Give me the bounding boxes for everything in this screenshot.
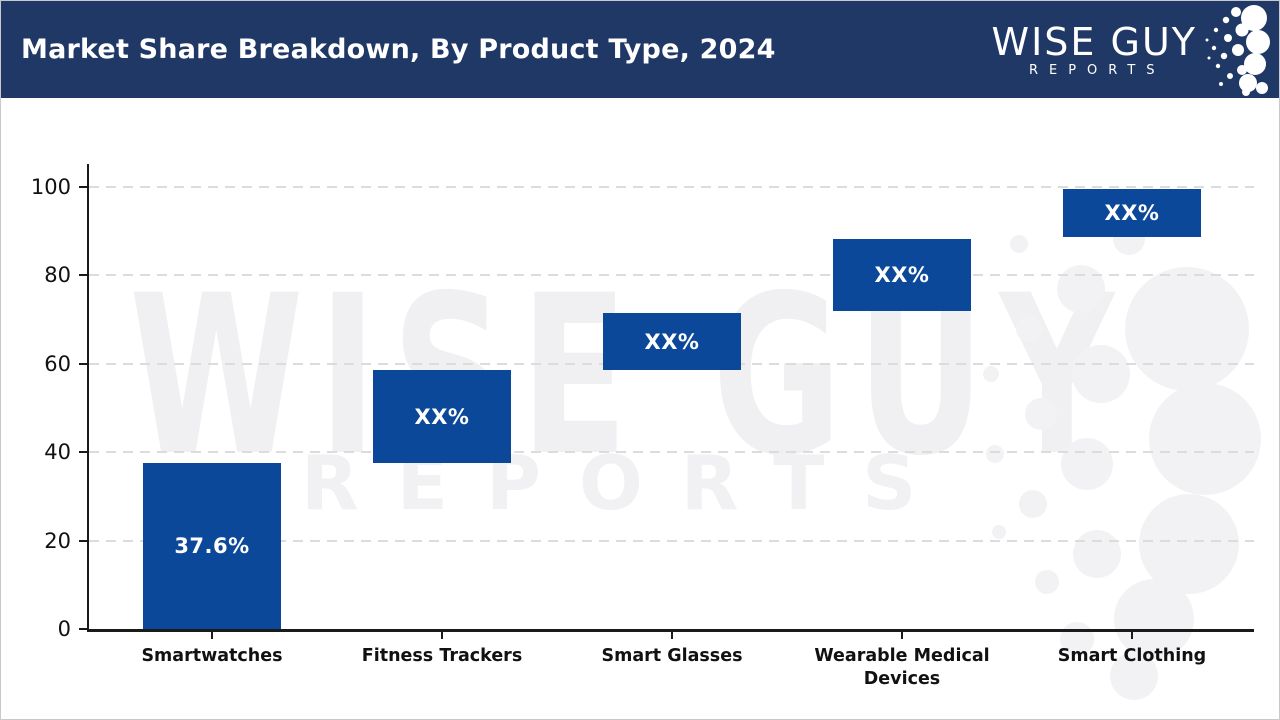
x-tick-3 xyxy=(901,631,903,639)
logo-face-dots-icon xyxy=(1205,4,1270,96)
bar-wearable-medical-devices: XX% xyxy=(833,238,971,311)
plot-area: WISE GUY REPORTS 0 20 40 60 80 100 37.6% Smartw… xyxy=(1,98,1279,719)
bar-smart-glasses: XX% xyxy=(603,313,741,371)
wise-guy-logo: WISE GUY REPORTS xyxy=(992,4,1273,96)
category-label-4: Smart Clothing xyxy=(1057,646,1207,666)
gridline-100 xyxy=(89,186,1254,188)
y-tick-0 xyxy=(79,628,89,630)
y-tick-20 xyxy=(79,539,89,542)
category-label-0: Smartwatches xyxy=(141,646,283,666)
page-title: Market Share Breakdown, By Product Type,… xyxy=(21,34,776,65)
category-label-2: Smart Glasses xyxy=(601,646,743,666)
y-tick-100 xyxy=(79,186,89,188)
bar-smart-clothing: XX% xyxy=(1063,189,1201,238)
y-tick-label-20: 20 xyxy=(44,528,71,553)
header: Market Share Breakdown, By Product Type,… xyxy=(1,1,1279,98)
x-tick-2 xyxy=(671,631,673,639)
y-tick-label-0: 0 xyxy=(57,617,71,641)
category-label-1: Fitness Trackers xyxy=(361,646,523,666)
bar-value-label: XX% xyxy=(414,404,470,429)
gridline-80 xyxy=(89,274,1254,277)
bar-smartwatches: 37.6% xyxy=(143,462,281,629)
category-label-3: Wearable Medical Devices xyxy=(814,646,990,689)
x-axis xyxy=(87,629,1254,632)
watermark-face-icon xyxy=(983,223,1261,700)
y-tick-60 xyxy=(79,362,89,365)
y-axis xyxy=(87,164,89,631)
y-tick-label-40: 40 xyxy=(44,440,71,465)
bar-fitness-trackers: XX% xyxy=(373,370,511,463)
y-tick-label-100: 100 xyxy=(30,175,71,199)
x-tick-1 xyxy=(441,631,443,639)
logo-wordmark: WISE GUY REPORTS xyxy=(992,23,1197,77)
logo-primary-text: WISE GUY xyxy=(991,19,1197,64)
y-tick-40 xyxy=(79,451,89,454)
y-tick-label-80: 80 xyxy=(44,263,71,288)
x-tick-4 xyxy=(1131,631,1133,639)
y-tick-80 xyxy=(79,274,89,277)
bar-value-label: XX% xyxy=(644,329,700,354)
y-tick-label-60: 60 xyxy=(44,351,71,376)
bar-value-label: XX% xyxy=(1104,201,1160,226)
logo-reports-text: REPORTS xyxy=(1028,62,1166,78)
x-tick-0 xyxy=(211,631,213,639)
gridline-40 xyxy=(89,451,1254,454)
bar-value-label: XX% xyxy=(874,262,930,287)
bar-value-label: 37.6% xyxy=(174,533,250,558)
gridline-20 xyxy=(89,539,1254,542)
